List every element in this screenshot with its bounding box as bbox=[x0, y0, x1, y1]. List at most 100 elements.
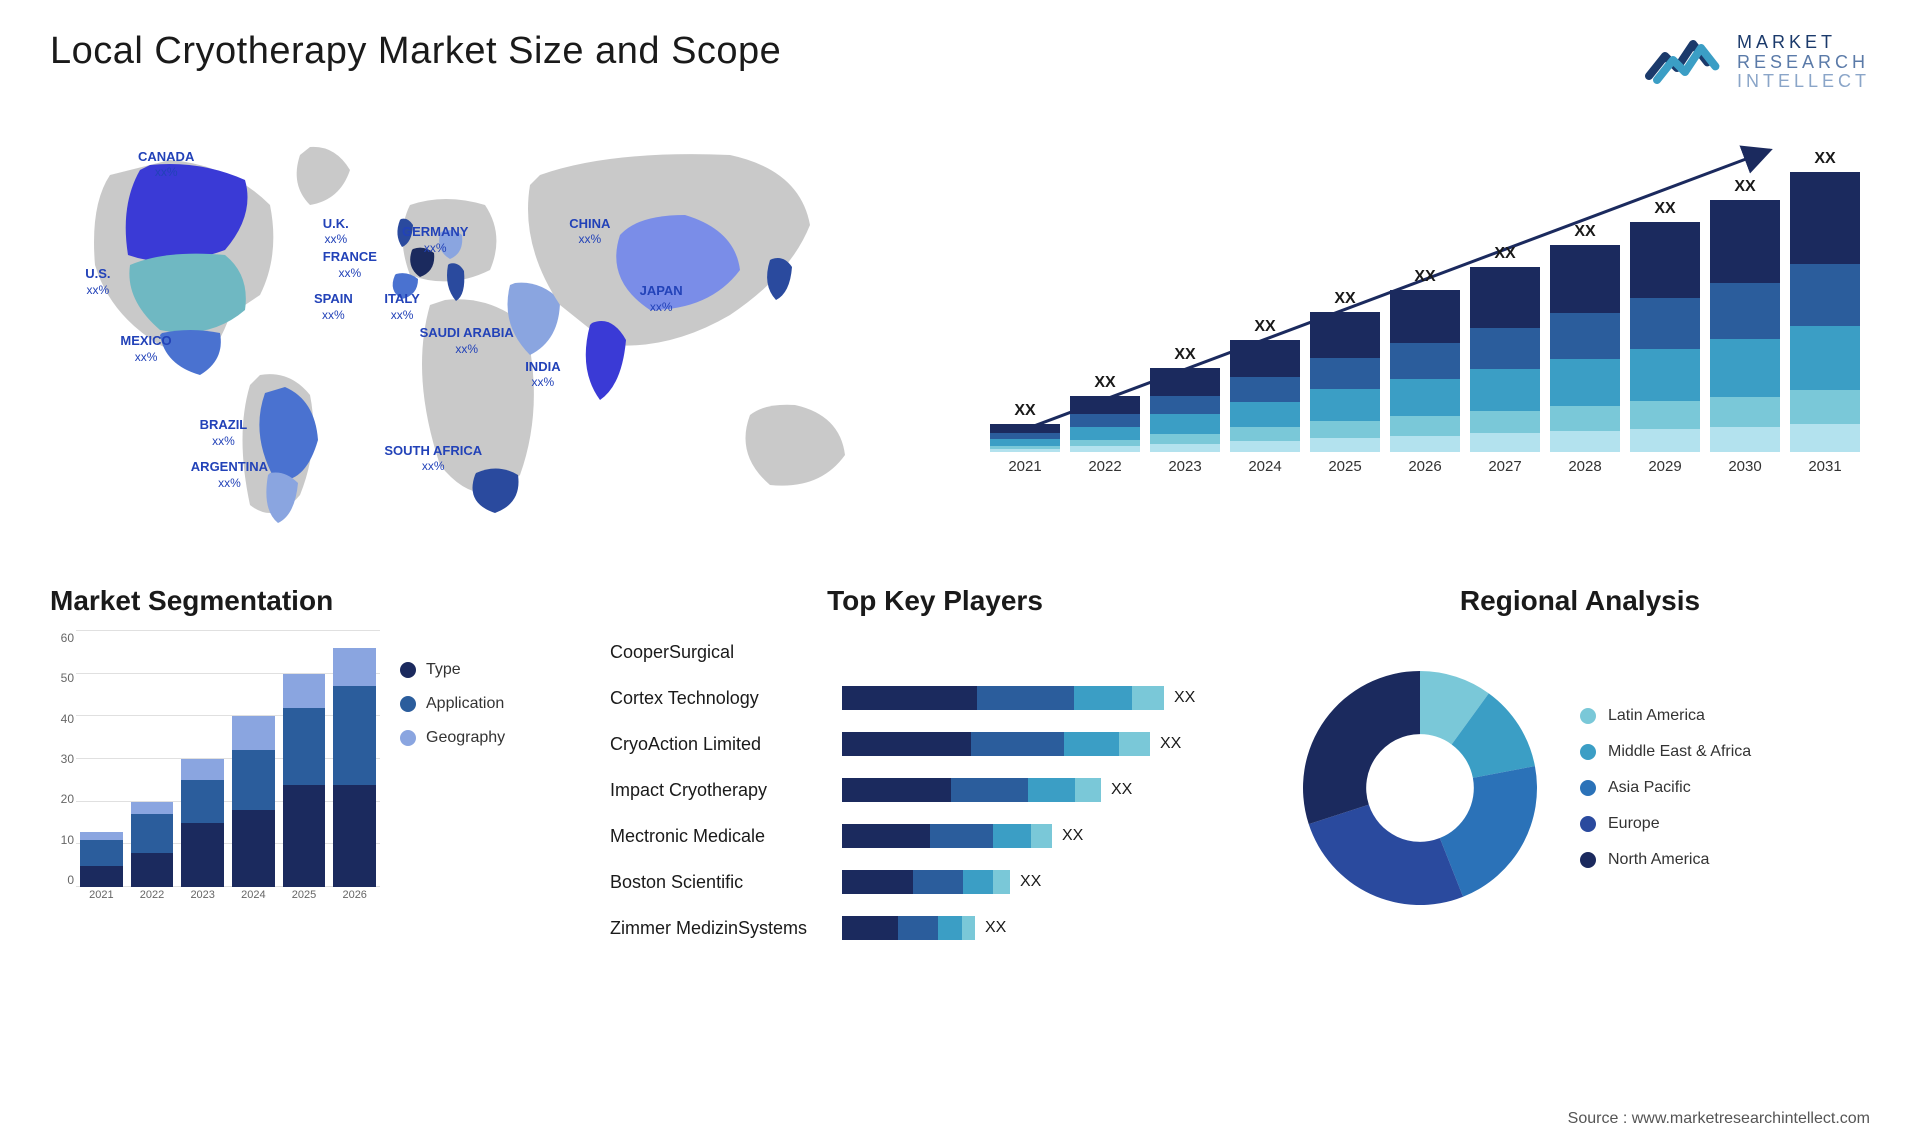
player-value-label: XX bbox=[1020, 873, 1041, 891]
regional-legend-item: Latin America bbox=[1580, 707, 1751, 725]
map-label: U.S.xx% bbox=[85, 266, 110, 297]
segmentation-y-axis: 6050403020100 bbox=[50, 631, 74, 887]
player-name-label: Zimmer MedizinSystems bbox=[610, 918, 830, 939]
map-label: MEXICOxx% bbox=[120, 333, 171, 364]
growth-bar-year-label: 2031 bbox=[1808, 458, 1841, 475]
growth-bar-year-label: 2025 bbox=[1328, 458, 1361, 475]
map-label: INDIAxx% bbox=[525, 359, 560, 390]
growth-bar-year-label: 2021 bbox=[1008, 458, 1041, 475]
map-label: ITALYxx% bbox=[384, 291, 419, 322]
map-label: ARGENTINAxx% bbox=[191, 459, 268, 490]
growth-bar-value-label: XX bbox=[1094, 374, 1115, 392]
brand-logo: MARKET RESEARCH INTELLECT bbox=[1645, 30, 1870, 95]
growth-bar-value-label: XX bbox=[1574, 223, 1595, 241]
players-list: CooperSurgicalCortex TechnologyXXCryoAct… bbox=[610, 631, 1260, 945]
bottom-row: Market Segmentation 6050403020100 202120… bbox=[50, 585, 1870, 945]
player-row: Mectronic MedicaleXX bbox=[610, 819, 1260, 853]
players-panel: Top Key Players CooperSurgicalCortex Tec… bbox=[610, 585, 1260, 945]
segmentation-legend-item: Geography bbox=[400, 729, 505, 747]
player-value-label: XX bbox=[1174, 689, 1195, 707]
segmentation-bar bbox=[181, 759, 224, 887]
growth-bar-year-label: 2023 bbox=[1168, 458, 1201, 475]
logo-text: MARKET RESEARCH INTELLECT bbox=[1737, 33, 1870, 92]
segmentation-bar-column bbox=[80, 832, 123, 887]
map-label: FRANCExx% bbox=[323, 249, 377, 280]
growth-bar-column: XX 2021 bbox=[990, 402, 1060, 475]
segmentation-bar-column bbox=[232, 716, 275, 887]
growth-bar bbox=[1790, 172, 1860, 452]
growth-bar bbox=[1630, 222, 1700, 452]
growth-bar-column: XX2025 bbox=[1310, 290, 1380, 475]
growth-bar bbox=[1550, 245, 1620, 452]
map-label: CHINAxx% bbox=[569, 216, 610, 247]
legend-dot-icon bbox=[400, 696, 416, 712]
growth-bar-value-label: XX bbox=[1414, 268, 1435, 286]
growth-bar bbox=[990, 424, 1060, 452]
growth-bar-column: XX 2031 bbox=[1790, 150, 1860, 475]
regional-panel: Regional Analysis Latin AmericaMiddle Ea… bbox=[1290, 585, 1870, 945]
regional-legend: Latin AmericaMiddle East & AfricaAsia Pa… bbox=[1580, 707, 1751, 869]
segmentation-legend-item: Application bbox=[400, 695, 505, 713]
growth-bar-column: XX2026 bbox=[1390, 268, 1460, 475]
top-row: CANADAxx% U.S.xx% MEXICOxx% BRAZILxx% ARGENT… bbox=[50, 115, 1870, 535]
growth-bar-value-label: XX bbox=[1654, 200, 1675, 218]
segmentation-legend: TypeApplicationGeography bbox=[400, 631, 505, 945]
player-bar bbox=[842, 686, 1164, 710]
segmentation-bar-column bbox=[181, 759, 224, 887]
legend-dot-icon bbox=[1580, 852, 1596, 868]
map-label: JAPANxx% bbox=[640, 283, 683, 314]
growth-bar-year-label: 2029 bbox=[1648, 458, 1681, 475]
player-row: Impact Cryotherapy XX bbox=[610, 773, 1260, 807]
player-row: Zimmer MedizinSystems XX bbox=[610, 911, 1260, 945]
legend-dot-icon bbox=[1580, 744, 1596, 760]
growth-bar bbox=[1710, 200, 1780, 452]
segmentation-bar-column bbox=[131, 802, 174, 887]
segmentation-bar bbox=[131, 802, 174, 887]
growth-bar-year-label: 2024 bbox=[1248, 458, 1281, 475]
segmentation-bar-column bbox=[283, 674, 326, 887]
growth-bar-year-label: 2030 bbox=[1728, 458, 1761, 475]
map-label: BRAZILxx% bbox=[200, 417, 248, 448]
growth-bar-value-label: XX bbox=[1014, 402, 1035, 420]
growth-bar-column: XX 2029 bbox=[1630, 200, 1700, 475]
player-value-label: XX bbox=[1062, 827, 1083, 845]
growth-bar-column: XX2027 bbox=[1470, 245, 1540, 475]
player-bar bbox=[842, 870, 1010, 894]
legend-dot-icon bbox=[1580, 780, 1596, 796]
donut-slice bbox=[1303, 671, 1420, 824]
growth-bar-value-label: XX bbox=[1254, 318, 1275, 336]
logo-mark-icon bbox=[1645, 30, 1725, 95]
growth-bar-column: XX2028 bbox=[1550, 223, 1620, 475]
growth-bar bbox=[1070, 396, 1140, 452]
player-value-label: XX bbox=[1111, 781, 1132, 799]
player-row: CryoAction Limited XX bbox=[610, 727, 1260, 761]
legend-dot-icon bbox=[1580, 816, 1596, 832]
segmentation-bar bbox=[80, 832, 123, 887]
growth-bar bbox=[1470, 267, 1540, 452]
player-name-label: CryoAction Limited bbox=[610, 734, 830, 755]
player-bar bbox=[842, 778, 1101, 802]
map-label: CANADAxx% bbox=[138, 149, 194, 180]
map-label: GERMANYxx% bbox=[402, 224, 468, 255]
player-name-label: Boston Scientific bbox=[610, 872, 830, 893]
source-attribution: Source : www.marketresearchintellect.com bbox=[1568, 1110, 1870, 1128]
player-value-label: XX bbox=[985, 919, 1006, 937]
segmentation-bar bbox=[333, 648, 376, 887]
player-name-label: Impact Cryotherapy bbox=[610, 780, 830, 801]
player-name-label: Cortex Technology bbox=[610, 688, 830, 709]
segmentation-bar-column bbox=[333, 648, 376, 887]
growth-bar bbox=[1310, 312, 1380, 452]
regional-donut-chart bbox=[1290, 658, 1550, 918]
growth-bar-year-label: 2022 bbox=[1088, 458, 1121, 475]
growth-bar-value-label: XX bbox=[1494, 245, 1515, 263]
segmentation-chart: 6050403020100 202120222023202420252026 bbox=[50, 631, 380, 911]
growth-bar-value-label: XX bbox=[1814, 150, 1835, 168]
growth-chart-panel: XX2021XX2022XX2023XX2024XX2025XX2026XX20… bbox=[990, 115, 1870, 535]
growth-bar-column: XX2030 bbox=[1710, 178, 1780, 475]
regional-legend-item: Europe bbox=[1580, 815, 1751, 833]
legend-dot-icon bbox=[1580, 708, 1596, 724]
page-title: Local Cryotherapy Market Size and Scope bbox=[50, 30, 781, 73]
player-value-label: XX bbox=[1160, 735, 1181, 753]
player-bar bbox=[842, 732, 1150, 756]
segmentation-panel: Market Segmentation 6050403020100 202120… bbox=[50, 585, 580, 945]
